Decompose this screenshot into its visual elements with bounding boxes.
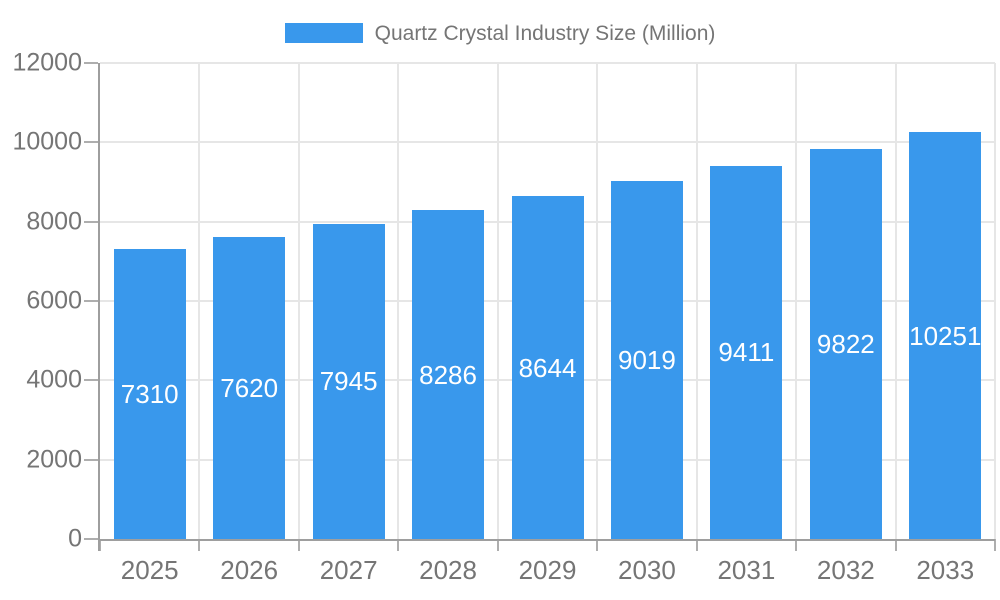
gridline-vertical [795, 63, 798, 539]
gridline-vertical [894, 63, 897, 539]
y-axis-tick [84, 379, 98, 382]
gridline-vertical [994, 63, 996, 539]
bar: 7620 [213, 236, 286, 539]
y-axis-label: 0 [68, 524, 82, 553]
bar: 9019 [610, 181, 683, 539]
x-axis-tick [496, 539, 499, 551]
bar: 7310 [113, 249, 186, 539]
gridline-vertical [496, 63, 499, 539]
gridline-vertical [297, 63, 300, 539]
bar-value-label: 9822 [816, 329, 875, 360]
y-axis-label: 8000 [26, 207, 82, 236]
x-axis-tick [894, 539, 897, 551]
bar: 8644 [511, 196, 584, 539]
x-axis-line [98, 539, 995, 541]
bar: 8286 [412, 210, 485, 539]
x-axis-tick [99, 539, 101, 551]
x-axis-tick [397, 539, 400, 551]
y-axis-tick [84, 141, 98, 144]
legend-swatch-icon [284, 23, 363, 43]
x-axis-label: 2026 [220, 555, 279, 585]
y-axis-label: 6000 [26, 286, 82, 315]
y-axis-label: 4000 [26, 365, 82, 394]
plot-area: 7310 7620 7945 8286 8644 9019 9411 9822 10251 0 20… [12, 50, 996, 583]
y-axis-tick [84, 458, 98, 461]
x-axis-tick [198, 539, 201, 551]
y-axis-label: 2000 [26, 445, 82, 474]
legend-item[interactable]: Quartz Crystal Industry Size (Million) [284, 21, 716, 45]
bar: 9411 [710, 165, 783, 539]
bar-value-label: 7310 [120, 379, 179, 409]
gridline-vertical [695, 63, 698, 539]
y-axis-tick [84, 300, 98, 302]
x-axis-label: 2030 [618, 555, 676, 585]
x-axis-tick [596, 539, 599, 551]
gridline-horizontal [100, 141, 995, 144]
y-axis-label: 12000 [12, 48, 82, 77]
bar-value-label: 8644 [518, 352, 577, 383]
x-axis-tick [795, 539, 798, 551]
gridline-vertical [596, 63, 599, 539]
y-axis-label: 10000 [12, 127, 82, 156]
bar-value-label: 7945 [319, 366, 378, 397]
legend-label: Quartz Crystal Industry Size (Million) [374, 21, 716, 45]
bar-value-label: 9411 [718, 337, 775, 368]
y-axis-tick [84, 62, 98, 64]
y-axis-line [98, 63, 100, 551]
y-axis-tick [84, 220, 98, 223]
y-axis-tick [84, 538, 98, 540]
bar: 10251 [909, 132, 981, 539]
x-axis-label: 2032 [816, 555, 875, 585]
gridline-vertical [198, 63, 201, 539]
bar: 9822 [809, 149, 882, 539]
bar-value-label: 7620 [220, 372, 279, 403]
x-axis-label: 2029 [518, 555, 577, 585]
bar-value-label: 9019 [618, 345, 676, 376]
gridline-horizontal [100, 62, 995, 64]
x-axis-tick [695, 539, 698, 551]
x-axis-label: 2027 [319, 555, 378, 585]
bar: 7945 [312, 223, 385, 539]
x-axis-label: 2031 [717, 555, 776, 585]
bar-value-label: 8286 [419, 359, 477, 390]
x-axis-tick [297, 539, 300, 551]
x-axis-label: 2025 [120, 555, 179, 585]
legend: Quartz Crystal Industry Size (Million) [0, 13, 1000, 53]
x-axis-tick [994, 539, 996, 551]
gridline-vertical [397, 63, 400, 539]
x-axis-label: 2028 [419, 555, 477, 585]
x-axis-label: 2033 [916, 555, 975, 585]
bar-value-label: 10251 [909, 320, 982, 351]
